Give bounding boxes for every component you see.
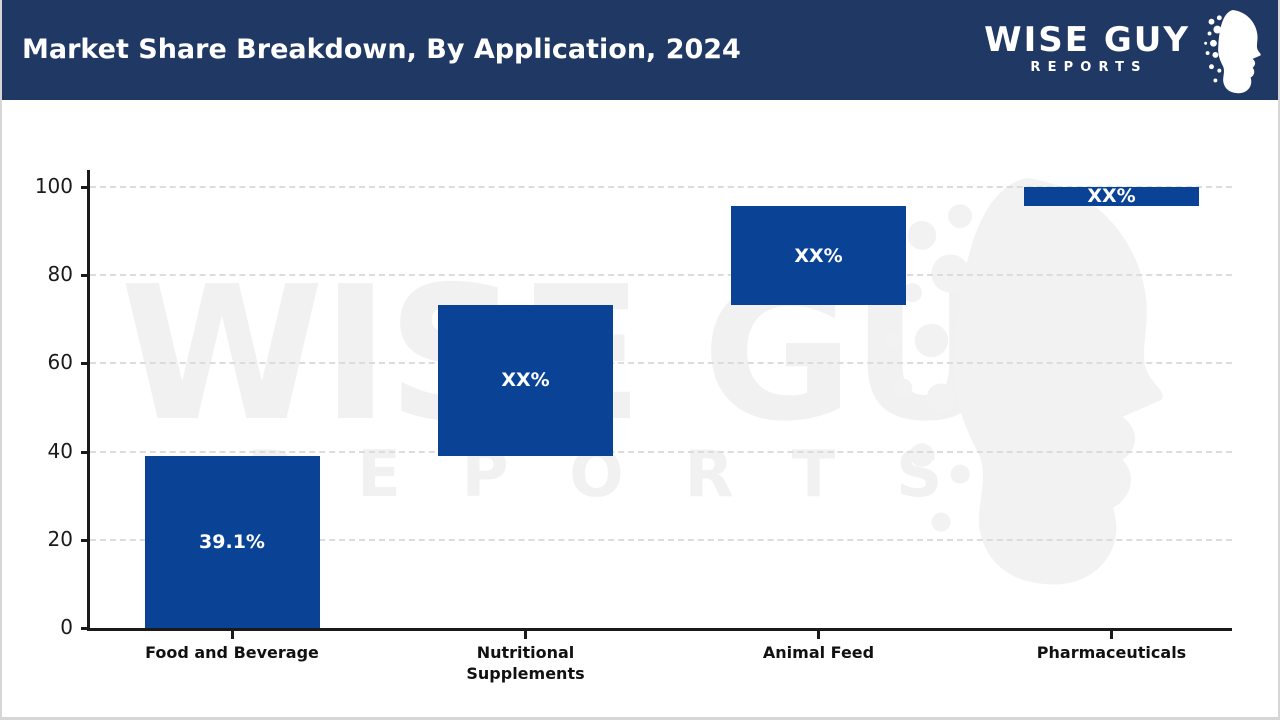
gridline-80 [90,274,1232,277]
bar-value-label: XX% [1087,185,1136,208]
logo-wordmark: WISE GUY [984,20,1190,60]
gridline-40 [90,450,1232,453]
y-tick-label: 0 [60,615,73,639]
gridline-100 [90,186,1232,188]
gridline-20 [90,538,1232,541]
face-profile-icon [1204,10,1261,94]
category-label: Food and Beverage [145,643,319,662]
y-tick-100 [81,186,90,189]
category-label: Pharmaceuticals [1036,643,1187,662]
bar-value-label: XX% [794,244,843,267]
y-tick-label: 80 [47,262,73,287]
chart-title: Market Share Breakdown, By Application, … [22,34,741,65]
x-axis-line [87,628,1232,631]
x-tick-4 [1110,631,1113,639]
logo-text: WISE GUY REPORTS [984,22,1190,75]
y-tick-label: 100 [34,174,73,198]
y-tick-0 [81,627,90,630]
wise-guy-logo: WISE GUY REPORTS [984,6,1268,94]
x-tick-2 [524,631,527,639]
y-axis-line [87,170,90,631]
bar-value-label: XX% [501,369,550,392]
y-tick-label: 60 [47,350,73,375]
category-label: Animal Feed [762,643,875,662]
bar-4: XX% [1024,185,1199,208]
y-tick-40 [81,450,90,454]
y-tick-label: 40 [47,438,73,463]
logo-subtitle: REPORTS [1030,60,1148,75]
bar-value-label: 39.1% [199,530,265,553]
bar-1: 39.1% [144,455,320,628]
watermark-face-icon [886,178,1163,585]
x-tick-1 [230,631,234,639]
bar-2: XX% [438,305,613,456]
y-tick-20 [81,538,90,542]
category-label: Nutritional Supplements [466,643,585,683]
x-tick-3 [817,631,820,639]
header: Market Share Breakdown, By Application, … [2,0,1278,100]
y-tick-label: 20 [47,526,73,551]
bar-3: XX% [731,205,906,306]
y-tick-60 [81,362,90,366]
y-tick-80 [81,274,90,278]
gridline-60 [90,362,1232,365]
